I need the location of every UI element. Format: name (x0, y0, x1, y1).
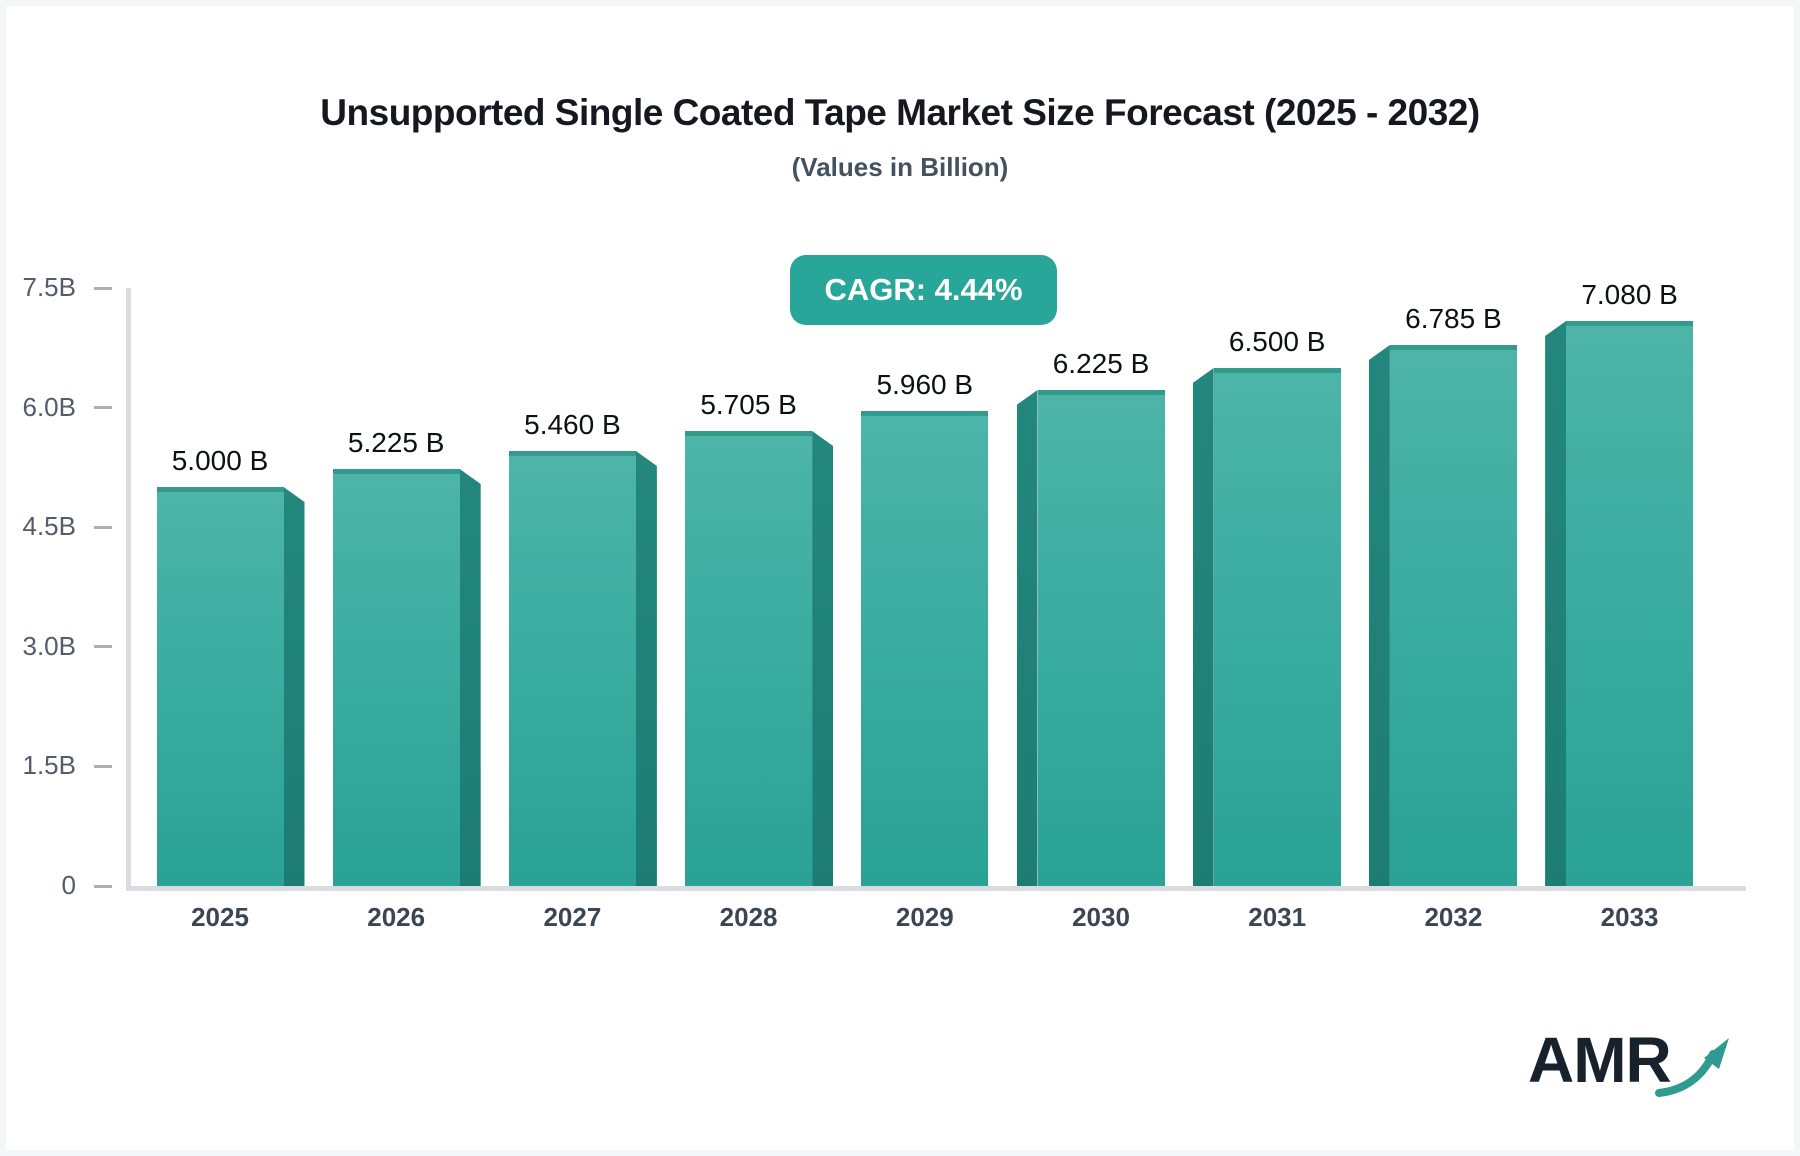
bar-face (861, 411, 989, 886)
x-axis-label: 2025 (191, 902, 249, 932)
bar-face (1213, 368, 1341, 886)
y-tick-mark (94, 884, 112, 888)
x-axis-label: 2032 (1424, 902, 1483, 932)
cagr-badge-label: CAGR: 4.44% (824, 272, 1023, 307)
bar-value-label: 6.225 B (1052, 348, 1150, 379)
trend-up-arrow-icon (1654, 1038, 1729, 1097)
bar-face (1389, 345, 1517, 886)
y-tick-mark (94, 286, 112, 290)
bar-value-label: 5.225 B (347, 427, 445, 458)
x-axis-label: 2033 (1600, 902, 1659, 932)
bar-side-face (635, 451, 657, 886)
plot-area: 0 1.5B 3.0B 4.5B 6.0B 7.5B 5.000 B 2025 5.225 B 2… (23, 272, 1746, 932)
y-tick-mark (94, 525, 112, 529)
y-axis-label: 3.0B (22, 630, 77, 661)
y-tick-mark (94, 645, 112, 649)
bar-2027 (508, 451, 657, 886)
bar-value-label: 6.785 B (1405, 303, 1502, 334)
bar-2028 (685, 431, 834, 886)
bar-side-face (1192, 368, 1214, 886)
bar-face (156, 487, 284, 886)
y-axis-line (126, 288, 131, 891)
cagr-badge: CAGR: 4.44% (790, 255, 1057, 325)
bar-side-face (1016, 390, 1038, 886)
x-axis-label: 2029 (895, 902, 954, 932)
x-axis-label: 2031 (1248, 902, 1307, 932)
y-axis-label: 1.5B (22, 750, 77, 781)
bar-2032 (1368, 345, 1517, 886)
bar-face (332, 469, 460, 886)
bar-face (508, 451, 636, 886)
x-axis-label: 2028 (719, 902, 778, 932)
bar-side-face (459, 469, 481, 886)
chart-title: Unsupported Single Coated Tape Market Si… (320, 92, 1480, 133)
y-axis-label: 7.5B (22, 272, 77, 302)
bar-face (685, 431, 813, 886)
bar-2029 (861, 411, 989, 886)
bar-value-label: 6.500 B (1228, 326, 1326, 357)
bar-2030 (1016, 390, 1165, 886)
y-tick-mark (94, 764, 112, 768)
bar-face (1037, 390, 1165, 886)
chart-subtitle: (Values in Billion) (791, 152, 1009, 182)
amr-logo-text: AMR (1528, 1024, 1672, 1096)
bar-value-label: 5.460 B (524, 409, 621, 440)
bar-side-face (1545, 321, 1567, 886)
y-axis-label: 6.0B (22, 391, 77, 422)
bar-side-face (812, 431, 834, 886)
bar-face (1566, 321, 1694, 886)
bar-value-label: 7.080 B (1581, 279, 1678, 310)
amr-logo: AMR (1528, 1028, 1731, 1102)
bar-2025 (156, 487, 305, 886)
x-axis-label: 2027 (543, 902, 602, 932)
bar-side-face (283, 487, 305, 886)
y-tick-mark (94, 406, 112, 410)
bar-side-face (1368, 345, 1390, 886)
bar-2031 (1192, 368, 1341, 886)
x-axis-label: 2030 (1072, 902, 1130, 932)
x-axis-line (126, 886, 1746, 891)
bar-value-label: 5.705 B (700, 389, 797, 420)
bar-value-label: 5.960 B (876, 369, 974, 400)
x-axis-label: 2026 (367, 902, 426, 932)
bar-value-label: 5.000 B (171, 445, 269, 476)
y-axis-label: 0 (61, 870, 76, 900)
y-axis-label: 4.5B (22, 511, 77, 542)
bar-2026 (332, 469, 481, 886)
bar-2033 (1545, 321, 1694, 886)
